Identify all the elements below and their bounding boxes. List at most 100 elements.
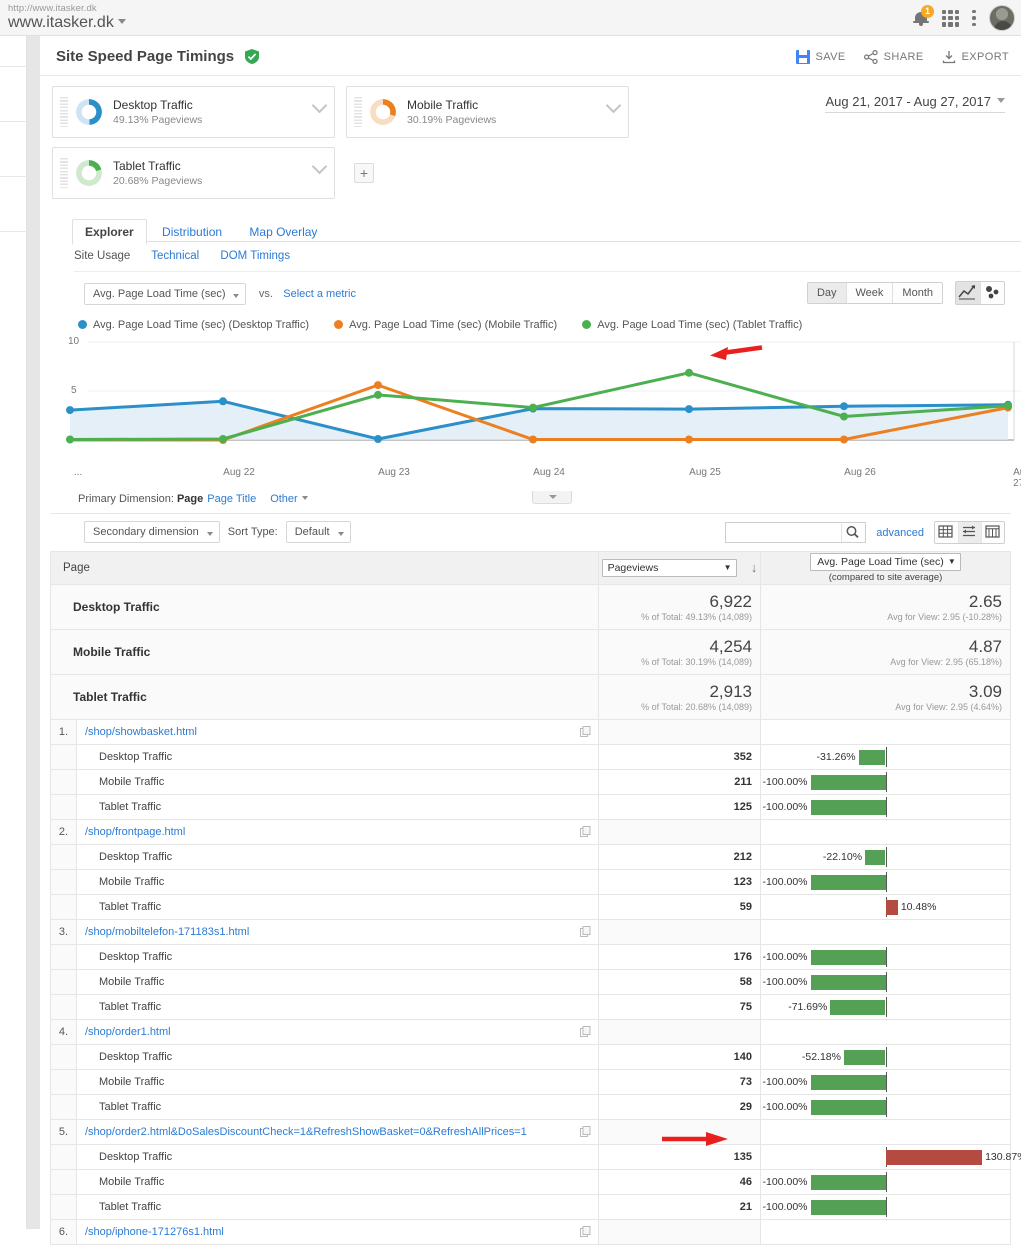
delta-label: -100.00% <box>762 1176 808 1188</box>
page-group-row[interactable]: 2. /shop/frontpage.html <box>50 819 1011 845</box>
share-button[interactable]: SHARE <box>863 50 924 64</box>
device-row: Tablet Traffic 59 10.48% <box>50 894 1011 920</box>
page-url-cell[interactable]: /shop/showbasket.html <box>76 719 599 745</box>
open-in-new-icon[interactable] <box>580 1126 591 1140</box>
page-url-cell[interactable]: /shop/frontpage.html <box>76 819 599 845</box>
th-metric-1: Pageviews ▼ ↓ <box>598 551 761 585</box>
tab-explorer[interactable]: Explorer <box>72 219 147 245</box>
empty-cell <box>598 719 761 745</box>
page-group-row[interactable]: 6. /shop/iphone-171276s1.html <box>50 1219 1011 1245</box>
legend-item-desktop[interactable]: Avg. Page Load Time (sec) (Desktop Traff… <box>78 319 309 331</box>
drag-handle-icon[interactable] <box>60 97 68 127</box>
open-in-new-icon[interactable] <box>580 1226 591 1240</box>
primary-dimension-other[interactable]: Other <box>270 493 308 505</box>
page-url-link[interactable]: /shop/iphone-171276s1.html <box>85 1226 224 1238</box>
x-tick-5: Aug 26 <box>844 467 876 478</box>
pivot-view-icon[interactable] <box>981 522 1004 543</box>
page-url-link[interactable]: /shop/frontpage.html <box>85 826 186 838</box>
page-url-cell[interactable]: /shop/iphone-171276s1.html <box>76 1219 599 1245</box>
open-in-new-icon[interactable] <box>580 1026 591 1040</box>
table-search[interactable] <box>725 522 867 543</box>
avatar[interactable] <box>989 5 1015 31</box>
property-url-label: www.itasker.dk <box>8 14 114 31</box>
metric1-select[interactable]: Pageviews ▼ <box>601 559 737 577</box>
subtab-site-usage[interactable]: Site Usage <box>74 250 131 262</box>
page-url-link[interactable]: /shop/order2.html&DoSalesDiscountCheck=1… <box>85 1126 527 1138</box>
subtab-technical[interactable]: Technical <box>151 250 200 262</box>
segment-tablet-traffic[interactable]: Tablet Traffic 20.68% Pageviews <box>52 147 335 199</box>
delta-label: -100.00% <box>762 1201 808 1213</box>
page-url-cell[interactable]: /shop/mobiltelefon-171183s1.html <box>76 919 599 945</box>
tab-distribution[interactable]: Distribution <box>162 225 223 239</box>
zero-axis-line <box>885 747 887 767</box>
delta-bar-negative <box>810 1100 886 1115</box>
export-button[interactable]: EXPORT <box>942 50 1009 64</box>
page-url-link[interactable]: /shop/order1.html <box>85 1026 171 1038</box>
device-row: Desktop Traffic 140 -52.18% <box>50 1044 1011 1070</box>
open-in-new-icon[interactable] <box>580 726 591 740</box>
granularity-buttons: Day Week Month <box>806 282 943 304</box>
app-page: Site Speed Page Timings SAVE SHARE <box>0 36 1021 1245</box>
granularity-day[interactable]: Day <box>807 283 846 303</box>
add-segment-button[interactable]: + <box>354 163 374 183</box>
zero-axis-line <box>885 1072 887 1092</box>
device-row: Mobile Traffic 58 -100.00% <box>50 969 1011 995</box>
empty-cell <box>760 1019 1011 1045</box>
metric2-select[interactable]: Avg. Page Load Time (sec) ▼ <box>810 553 961 571</box>
segment-desktop-traffic[interactable]: Desktop Traffic 49.13% Pageviews <box>52 86 335 138</box>
legend-item-mobile[interactable]: Avg. Page Load Time (sec) (Mobile Traffi… <box>334 319 557 331</box>
drag-handle-icon[interactable] <box>354 97 362 127</box>
page-url-link[interactable]: /shop/showbasket.html <box>85 726 197 738</box>
sort-descending-icon[interactable]: ↓ <box>750 560 758 575</box>
page-group-row[interactable]: 3. /shop/mobiltelefon-171183s1.html <box>50 919 1011 945</box>
page-group-row[interactable]: 4. /shop/order1.html <box>50 1019 1011 1045</box>
row-index-blank <box>50 1044 77 1070</box>
granularity-month[interactable]: Month <box>892 283 942 303</box>
row-index: 2. <box>50 819 77 845</box>
page-group-row[interactable]: 1. /shop/showbasket.html <box>50 719 1011 745</box>
notifications-bell-icon[interactable]: 1 <box>913 5 934 27</box>
table-view-icon[interactable] <box>935 522 958 543</box>
collapse-chart-toggle[interactable] <box>532 491 572 504</box>
scatter-chart-icon[interactable] <box>980 282 1004 304</box>
x-tick-6: Aug 27 <box>1013 467 1021 489</box>
primary-dimension-page-title[interactable]: Page Title <box>207 493 257 505</box>
page-url-cell[interactable]: /shop/order2.html&DoSalesDiscountCheck=1… <box>76 1119 599 1145</box>
line-chart-icon[interactable] <box>956 282 980 304</box>
legend-label-tablet: Avg. Page Load Time (sec) (Tablet Traffi… <box>597 319 803 331</box>
device-name: Desktop Traffic <box>76 744 599 770</box>
advanced-link[interactable]: advanced <box>876 526 924 539</box>
timeseries-chart[interactable]: 10 5 <box>56 336 1021 467</box>
secondary-dimension-select[interactable]: Secondary dimension <box>84 521 220 543</box>
page-url-cell[interactable]: /shop/order1.html <box>76 1019 599 1045</box>
metric-select[interactable]: Avg. Page Load Time (sec) <box>84 283 247 305</box>
save-button[interactable]: SAVE <box>795 50 846 64</box>
chevron-down-icon[interactable] <box>607 104 619 111</box>
page-url-link[interactable]: /shop/mobiltelefon-171183s1.html <box>85 926 250 938</box>
apps-grid-icon[interactable] <box>942 9 959 27</box>
search-icon[interactable] <box>841 523 866 542</box>
open-in-new-icon[interactable] <box>580 926 591 940</box>
page-group-row[interactable]: 5. /shop/order2.html&DoSalesDiscountCheck… <box>50 1119 1011 1145</box>
date-range-picker[interactable]: Aug 21, 2017 - Aug 27, 2017 <box>825 94 1005 113</box>
delta-bar-negative <box>830 1000 886 1015</box>
metric-selector-group: Avg. Page Load Time (sec) vs. Select a m… <box>84 283 356 305</box>
property-selector[interactable]: www.itasker.dk <box>8 14 126 32</box>
subtab-dom-timings[interactable]: DOM Timings <box>220 250 291 262</box>
chevron-down-icon[interactable] <box>313 104 325 111</box>
sort-type-select[interactable]: Default <box>285 521 351 543</box>
delta-bar-positive <box>885 1150 983 1165</box>
more-options-icon[interactable] <box>972 9 976 27</box>
tab-map-overlay[interactable]: Map Overlay <box>249 225 318 239</box>
segment-mobile-traffic[interactable]: Mobile Traffic 30.19% Pageviews <box>346 86 629 138</box>
select-a-metric-link[interactable]: Select a metric <box>283 288 356 300</box>
comparison-view-icon[interactable] <box>958 522 981 543</box>
chevron-down-icon[interactable] <box>313 165 325 172</box>
delta-label: -100.00% <box>762 1076 808 1088</box>
search-input[interactable] <box>726 523 842 542</box>
empty-cell <box>760 719 1011 745</box>
open-in-new-icon[interactable] <box>580 826 591 840</box>
drag-handle-icon[interactable] <box>60 158 68 188</box>
granularity-week[interactable]: Week <box>845 283 893 303</box>
legend-item-tablet[interactable]: Avg. Page Load Time (sec) (Tablet Traffi… <box>582 319 802 331</box>
